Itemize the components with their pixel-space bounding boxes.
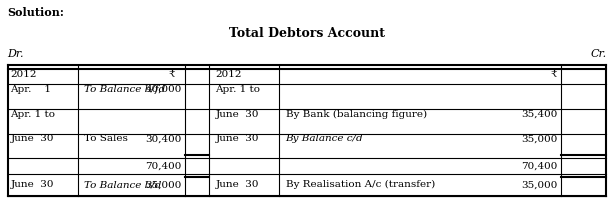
Text: June  30: June 30 [216, 134, 259, 143]
Text: June  30: June 30 [216, 180, 259, 189]
Text: 30,400: 30,400 [146, 134, 182, 143]
Text: 2012: 2012 [216, 70, 242, 79]
Text: Total Debtors Account: Total Debtors Account [229, 27, 385, 40]
Text: 35,000: 35,000 [146, 180, 182, 189]
Text: June  30: June 30 [216, 110, 259, 119]
Text: To Balance b/fd: To Balance b/fd [84, 85, 165, 94]
Text: 35,000: 35,000 [521, 180, 558, 189]
Text: ₹: ₹ [551, 70, 558, 79]
Text: 70,400: 70,400 [521, 162, 558, 171]
Text: By Bank (balancing figure): By Bank (balancing figure) [286, 110, 427, 119]
Text: By Realisation A/c (transfer): By Realisation A/c (transfer) [286, 180, 435, 189]
Text: 70,400: 70,400 [146, 162, 182, 171]
Text: To Balance b/d: To Balance b/d [84, 180, 161, 189]
Text: By Balance c/d: By Balance c/d [286, 134, 363, 143]
Text: ₹: ₹ [169, 70, 176, 79]
Text: 35,400: 35,400 [521, 110, 558, 119]
Text: Apr. 1 to: Apr. 1 to [10, 110, 55, 119]
Text: To Sales: To Sales [84, 134, 128, 143]
Text: 2012: 2012 [10, 70, 37, 79]
Text: Apr. 1 to: Apr. 1 to [216, 85, 260, 94]
Text: Apr.    1: Apr. 1 [10, 85, 52, 94]
Text: June  30: June 30 [10, 180, 54, 189]
Text: Cr.: Cr. [591, 49, 607, 59]
Text: June  30: June 30 [10, 134, 54, 143]
Text: 35,000: 35,000 [521, 134, 558, 143]
Text: 40,000: 40,000 [146, 85, 182, 94]
Text: Dr.: Dr. [7, 49, 24, 59]
Text: Solution:: Solution: [7, 7, 64, 18]
